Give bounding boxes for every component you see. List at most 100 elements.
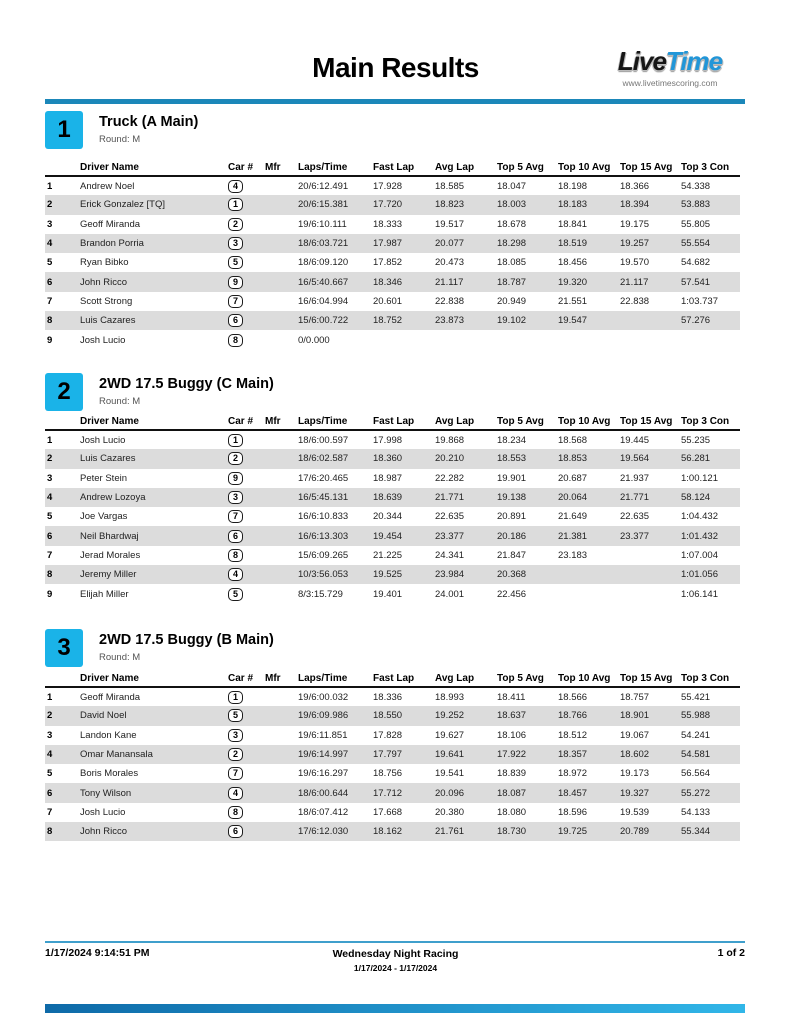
race-section-header: 1 Truck (A Main) Round: M xyxy=(45,111,745,149)
top3-con-cell: 1:06.141 xyxy=(681,588,718,600)
footer-timestamp: 1/17/2024 9:14:51 PM xyxy=(45,947,150,959)
avg-lap-cell: 19.868 xyxy=(435,434,465,446)
fast-lap-cell: 18.756 xyxy=(373,768,403,780)
top10-avg-cell: 21.381 xyxy=(558,526,620,546)
position-cell: 1 xyxy=(47,180,53,192)
race-round-label: Round: M xyxy=(99,396,141,407)
footer-page-number: 1 of 2 xyxy=(717,947,745,959)
laps-time-cell: 20/6:12.491 xyxy=(298,180,349,192)
column-header: Top 10 Avg xyxy=(558,415,620,431)
avg-lap-cell: 19.541 xyxy=(435,768,465,780)
laps-time-cell: 15/6:09.265 xyxy=(298,549,349,561)
car-number-badge: 8 xyxy=(228,548,244,562)
car-number-cell: 1 xyxy=(228,430,265,449)
avg-lap-cell: 20.096 xyxy=(435,783,497,803)
top15-avg-cell: 23.377 xyxy=(620,526,681,546)
mfr-cell xyxy=(265,449,298,469)
results-table: Driver Name Car # Mfr Laps/Time Fast Lap Avg … xyxy=(45,415,740,604)
car-number-cell: 4 xyxy=(228,783,265,803)
result-row: 6 John Ricco 9 16/5:40.667 18.346 21.117 18.78… xyxy=(45,272,740,292)
fast-lap-cell: 20.601 xyxy=(373,295,403,307)
top10-avg-cell xyxy=(558,330,620,349)
top15-avg-cell: 18.901 xyxy=(620,706,681,726)
position-cell: 3 xyxy=(47,218,53,230)
car-number-badge: 5 xyxy=(228,256,244,270)
top15-avg-cell: 19.564 xyxy=(620,449,681,469)
fast-lap-cell: 17.998 xyxy=(373,434,403,446)
car-number-badge: 8 xyxy=(228,805,244,819)
top3-con-cell: 56.281 xyxy=(681,449,740,469)
mfr-cell xyxy=(265,687,298,706)
car-number-badge: 3 xyxy=(228,491,244,505)
avg-lap-cell: 24.001 xyxy=(435,588,465,600)
position-cell: 6 xyxy=(45,272,80,292)
top3-con-cell: 54.682 xyxy=(681,257,711,269)
avg-lap-cell: 23.984 xyxy=(435,565,497,585)
top3-con-cell: 55.421 xyxy=(681,691,711,703)
top15-avg-cell: 21.937 xyxy=(620,472,650,484)
car-number-cell: 2 xyxy=(228,744,265,765)
position-cell: 5 xyxy=(47,511,53,523)
top3-con-cell: 54.581 xyxy=(681,744,740,765)
car-number-badge: 2 xyxy=(228,452,244,466)
result-row: 5 Boris Morales 7 19/6:16.297 18.756 19.541 18… xyxy=(45,764,740,783)
top10-avg-cell: 18.596 xyxy=(558,806,588,818)
top3-con-cell: 1:04.432 xyxy=(681,511,718,523)
top3-con-cell: 55.988 xyxy=(681,706,740,726)
top3-con-cell: 55.235 xyxy=(681,434,711,446)
result-row: 1 Andrew Noel 4 20/6:12.491 17.928 18.585 18.0… xyxy=(45,176,740,195)
car-number-cell: 1 xyxy=(228,687,265,706)
result-row: 4 Brandon Porria 3 18/6:03.721 17.987 20.077 1… xyxy=(45,233,740,254)
laps-time-cell: 19/6:16.297 xyxy=(298,768,349,780)
column-header: Driver Name xyxy=(80,672,228,688)
top10-avg-cell xyxy=(558,565,620,585)
top3-con-cell: 56.564 xyxy=(681,768,711,780)
top5-avg-cell: 19.901 xyxy=(497,472,527,484)
result-row: 2 Erick Gonzalez [TQ] 1 20/6:15.381 17.720 18… xyxy=(45,195,740,215)
laps-time-cell: 10/3:56.053 xyxy=(298,565,373,585)
column-header: Top 10 Avg xyxy=(558,161,620,177)
top10-avg-cell: 18.766 xyxy=(558,706,620,726)
car-number-cell: 3 xyxy=(228,487,265,508)
top3-con-cell: 55.554 xyxy=(681,233,740,254)
mfr-cell xyxy=(265,507,298,526)
top15-avg-cell xyxy=(620,546,681,565)
position-cell: 8 xyxy=(45,822,80,842)
fast-lap-cell: 18.162 xyxy=(373,822,435,842)
driver-name-cell: Geoff Miranda xyxy=(80,218,141,230)
top10-avg-cell xyxy=(558,584,620,603)
fast-lap-cell: 19.454 xyxy=(373,526,435,546)
laps-time-cell: 16/6:04.994 xyxy=(298,295,349,307)
avg-lap-cell: 20.210 xyxy=(435,449,497,469)
car-number-badge: 1 xyxy=(228,690,244,704)
logo-word-time: Time xyxy=(665,46,723,76)
car-number-badge: 9 xyxy=(228,471,244,485)
top10-avg-cell: 18.972 xyxy=(558,768,588,780)
top3-con-cell: 54.338 xyxy=(681,180,711,192)
car-number-badge: 2 xyxy=(228,748,244,762)
car-number-badge: 7 xyxy=(228,294,244,308)
car-number-badge: 9 xyxy=(228,275,244,289)
fast-lap-cell: 18.752 xyxy=(373,311,435,331)
top10-avg-cell: 18.566 xyxy=(558,691,588,703)
column-header: Top 3 Con xyxy=(681,415,740,431)
top5-avg-cell: 20.186 xyxy=(497,526,558,546)
top5-avg-cell: 18.298 xyxy=(497,233,558,254)
race-title: Truck (A Main) xyxy=(99,114,199,130)
fast-lap-cell: 17.720 xyxy=(373,195,435,215)
livetime-logo-wordmark: LiveTime xyxy=(595,46,745,77)
fast-lap-cell: 18.333 xyxy=(373,218,403,230)
top15-avg-cell: 18.602 xyxy=(620,744,681,765)
position-cell: 4 xyxy=(45,487,80,508)
car-number-badge: 1 xyxy=(228,198,244,212)
race-number-badge: 1 xyxy=(45,111,83,149)
laps-time-cell: 8/3:15.729 xyxy=(298,588,343,600)
mfr-cell xyxy=(265,764,298,783)
mfr-cell xyxy=(265,272,298,292)
column-header: Avg Lap xyxy=(435,161,497,177)
mfr-cell xyxy=(265,311,298,331)
laps-time-cell: 20/6:15.381 xyxy=(298,195,373,215)
race-number-badge: 2 xyxy=(45,373,83,411)
mfr-cell xyxy=(265,253,298,272)
